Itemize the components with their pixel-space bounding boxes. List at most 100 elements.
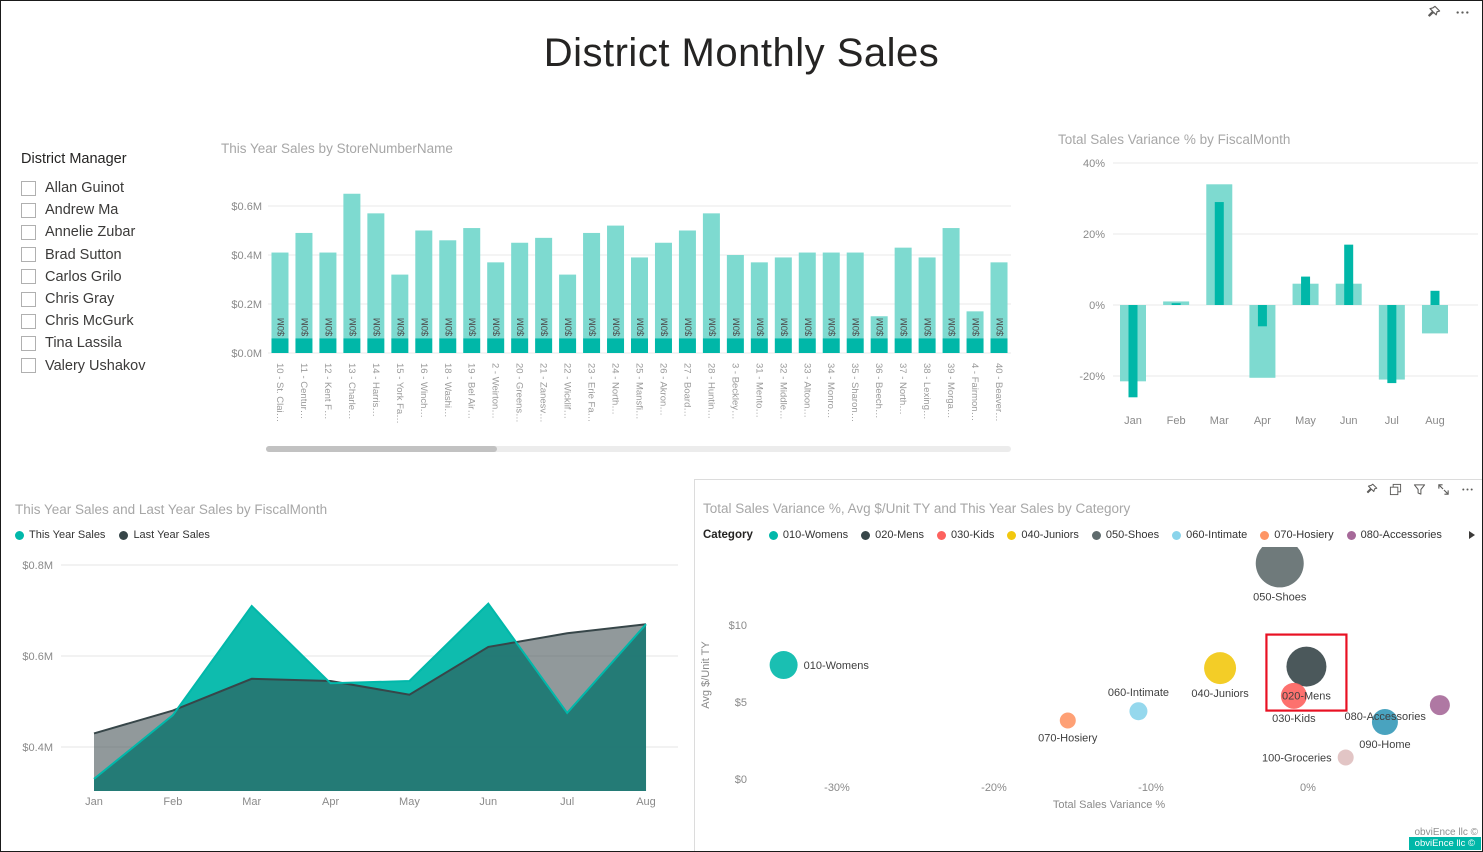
more-options-icon[interactable] <box>1455 5 1470 20</box>
store-sales-bar-base[interactable] <box>870 338 888 353</box>
store-sales-bar[interactable] <box>990 262 1008 339</box>
filter-icon[interactable] <box>1413 483 1426 496</box>
store-sales-bar[interactable] <box>583 232 601 339</box>
store-sales-bar[interactable] <box>798 252 816 339</box>
store-sales-bar[interactable] <box>702 213 720 339</box>
variance-chart[interactable]: 40% 20% 0% -20% Jan Feb Mar Apr May Jun Jul Aug <box>1058 146 1483 436</box>
store-sales-bar-base[interactable] <box>702 338 720 353</box>
store-sales-bar-base[interactable] <box>559 338 577 353</box>
store-sales-bar-base[interactable] <box>391 338 409 353</box>
variance-bar[interactable] <box>1301 276 1311 305</box>
store-sales-bar[interactable] <box>607 225 625 339</box>
variance-bar[interactable] <box>1257 305 1267 327</box>
store-sales-bar-base[interactable] <box>511 338 529 353</box>
bubble-090-Home[interactable] <box>1371 709 1398 736</box>
store-sales-bar[interactable] <box>894 247 912 339</box>
legend-item[interactable]: 060-Intimate <box>1172 529 1247 541</box>
store-sales-bar[interactable] <box>391 274 409 339</box>
legend-item[interactable]: Last Year Sales <box>119 529 210 541</box>
legend-item[interactable]: 080-Accessories <box>1346 529 1442 541</box>
store-sales-bar-base[interactable] <box>463 338 481 353</box>
store-sales-bar[interactable] <box>511 242 529 339</box>
pin-icon[interactable] <box>1426 5 1441 20</box>
legend-item[interactable]: 070-Hosiery <box>1260 529 1334 541</box>
legend-item[interactable]: 020-Mens <box>861 529 924 541</box>
slicer-item[interactable]: Valery Ushakov <box>21 355 145 377</box>
variance-bar[interactable] <box>1214 202 1224 305</box>
legend-item[interactable]: 030-Kids <box>937 529 994 541</box>
variance-bar[interactable] <box>1128 305 1138 398</box>
store-sales-bar-base[interactable] <box>415 338 433 353</box>
store-sales-bar-base[interactable] <box>583 338 601 353</box>
legend-item[interactable]: 010-Womens <box>768 529 848 541</box>
variance-bar[interactable] <box>1421 305 1448 334</box>
variance-bar[interactable] <box>1171 303 1181 305</box>
store-sales-bar[interactable] <box>439 240 457 339</box>
checkbox[interactable] <box>21 291 36 307</box>
store-sales-bar-base[interactable] <box>726 338 744 353</box>
bubble-100-Groceries[interactable] <box>1337 749 1354 766</box>
store-sales-bar[interactable] <box>271 252 289 339</box>
scrollbar-thumb[interactable] <box>266 446 497 452</box>
checkbox[interactable] <box>21 358 36 374</box>
store-sales-bar[interactable] <box>367 213 385 339</box>
store-sales-bar[interactable] <box>463 228 481 339</box>
last-year-sales-area[interactable] <box>94 624 647 791</box>
store-sales-bar-base[interactable] <box>798 338 816 353</box>
legend-item[interactable]: 040-Juniors <box>1007 529 1079 541</box>
copy-icon[interactable] <box>1389 483 1402 496</box>
bubble-060-Intimate[interactable] <box>1129 702 1148 721</box>
store-sales-bar[interactable] <box>631 257 648 339</box>
store-sales-bar-base[interactable] <box>894 338 912 353</box>
store-sales-bar[interactable] <box>343 193 361 339</box>
checkbox[interactable] <box>21 313 36 329</box>
variance-bar[interactable] <box>1430 290 1440 305</box>
store-sales-bar[interactable] <box>295 232 313 339</box>
store-sales-bar-base[interactable] <box>607 338 625 353</box>
bubble-040-Juniors[interactable] <box>1204 652 1237 685</box>
slicer-item[interactable]: Chris McGurk <box>21 310 145 332</box>
store-sales-bar-base[interactable] <box>343 338 361 353</box>
store-sales-bar-base[interactable] <box>774 338 792 353</box>
slicer-item[interactable]: Chris Gray <box>21 288 145 310</box>
store-sales-chart[interactable]: $0.6M $0.4M $0.2M $0.0M $0M 10 - St. Clai… $0M… <box>221 161 1021 445</box>
checkbox[interactable] <box>21 224 36 240</box>
store-sales-bar[interactable] <box>535 237 553 339</box>
store-sales-bar[interactable] <box>726 255 744 339</box>
store-sales-bar-base[interactable] <box>846 338 864 353</box>
store-sales-bar-base[interactable] <box>942 338 960 353</box>
store-sales-bar-base[interactable] <box>631 338 648 353</box>
area-chart[interactable]: $0.8M $0.6M $0.4M Jan Feb Mar Apr May Jun Jul Aug <box>1 549 691 829</box>
store-sales-bar[interactable] <box>678 230 696 339</box>
store-sales-bar[interactable] <box>487 262 505 339</box>
store-sales-bar-base[interactable] <box>750 338 768 353</box>
store-sales-bar-base[interactable] <box>319 338 337 353</box>
bubble-030-Kids[interactable] <box>1280 682 1307 709</box>
legend-item[interactable]: This Year Sales <box>15 529 105 541</box>
checkbox[interactable] <box>21 247 36 263</box>
store-sales-bar-base[interactable] <box>990 338 1008 353</box>
pin-icon[interactable] <box>1365 483 1378 496</box>
checkbox[interactable] <box>21 180 36 196</box>
store-sales-bar-base[interactable] <box>678 338 696 353</box>
bubble-070-Hosiery[interactable] <box>1059 712 1076 729</box>
checkbox[interactable] <box>21 335 36 351</box>
slicer-item[interactable]: Annelie Zubar <box>21 221 145 243</box>
store-sales-bar[interactable] <box>319 252 337 339</box>
checkbox[interactable] <box>21 202 36 218</box>
bubble-010-Womens[interactable] <box>769 651 798 680</box>
slicer-item[interactable]: Tina Lassila <box>21 332 145 354</box>
store-sales-bar-base[interactable] <box>654 338 672 353</box>
store-sales-bar-base[interactable] <box>271 338 289 353</box>
store-sales-bar-base[interactable] <box>367 338 385 353</box>
bubble-chart[interactable]: -30% -20% -10% 0% $10 $5 $0 Total Sales Varianc… <box>695 547 1483 852</box>
bubble-020-Mens[interactable] <box>1286 646 1327 687</box>
slicer-item[interactable]: Brad Sutton <box>21 244 145 266</box>
slicer-item[interactable]: Carlos Grilo <box>21 266 145 288</box>
store-sales-bar[interactable] <box>822 252 840 339</box>
store-sales-bar-base[interactable] <box>966 338 984 353</box>
store-sales-bar[interactable] <box>966 311 984 339</box>
store-sales-bar-base[interactable] <box>918 338 936 353</box>
slicer-item[interactable]: Andrew Ma <box>21 199 145 221</box>
store-sales-bar[interactable] <box>750 262 768 339</box>
